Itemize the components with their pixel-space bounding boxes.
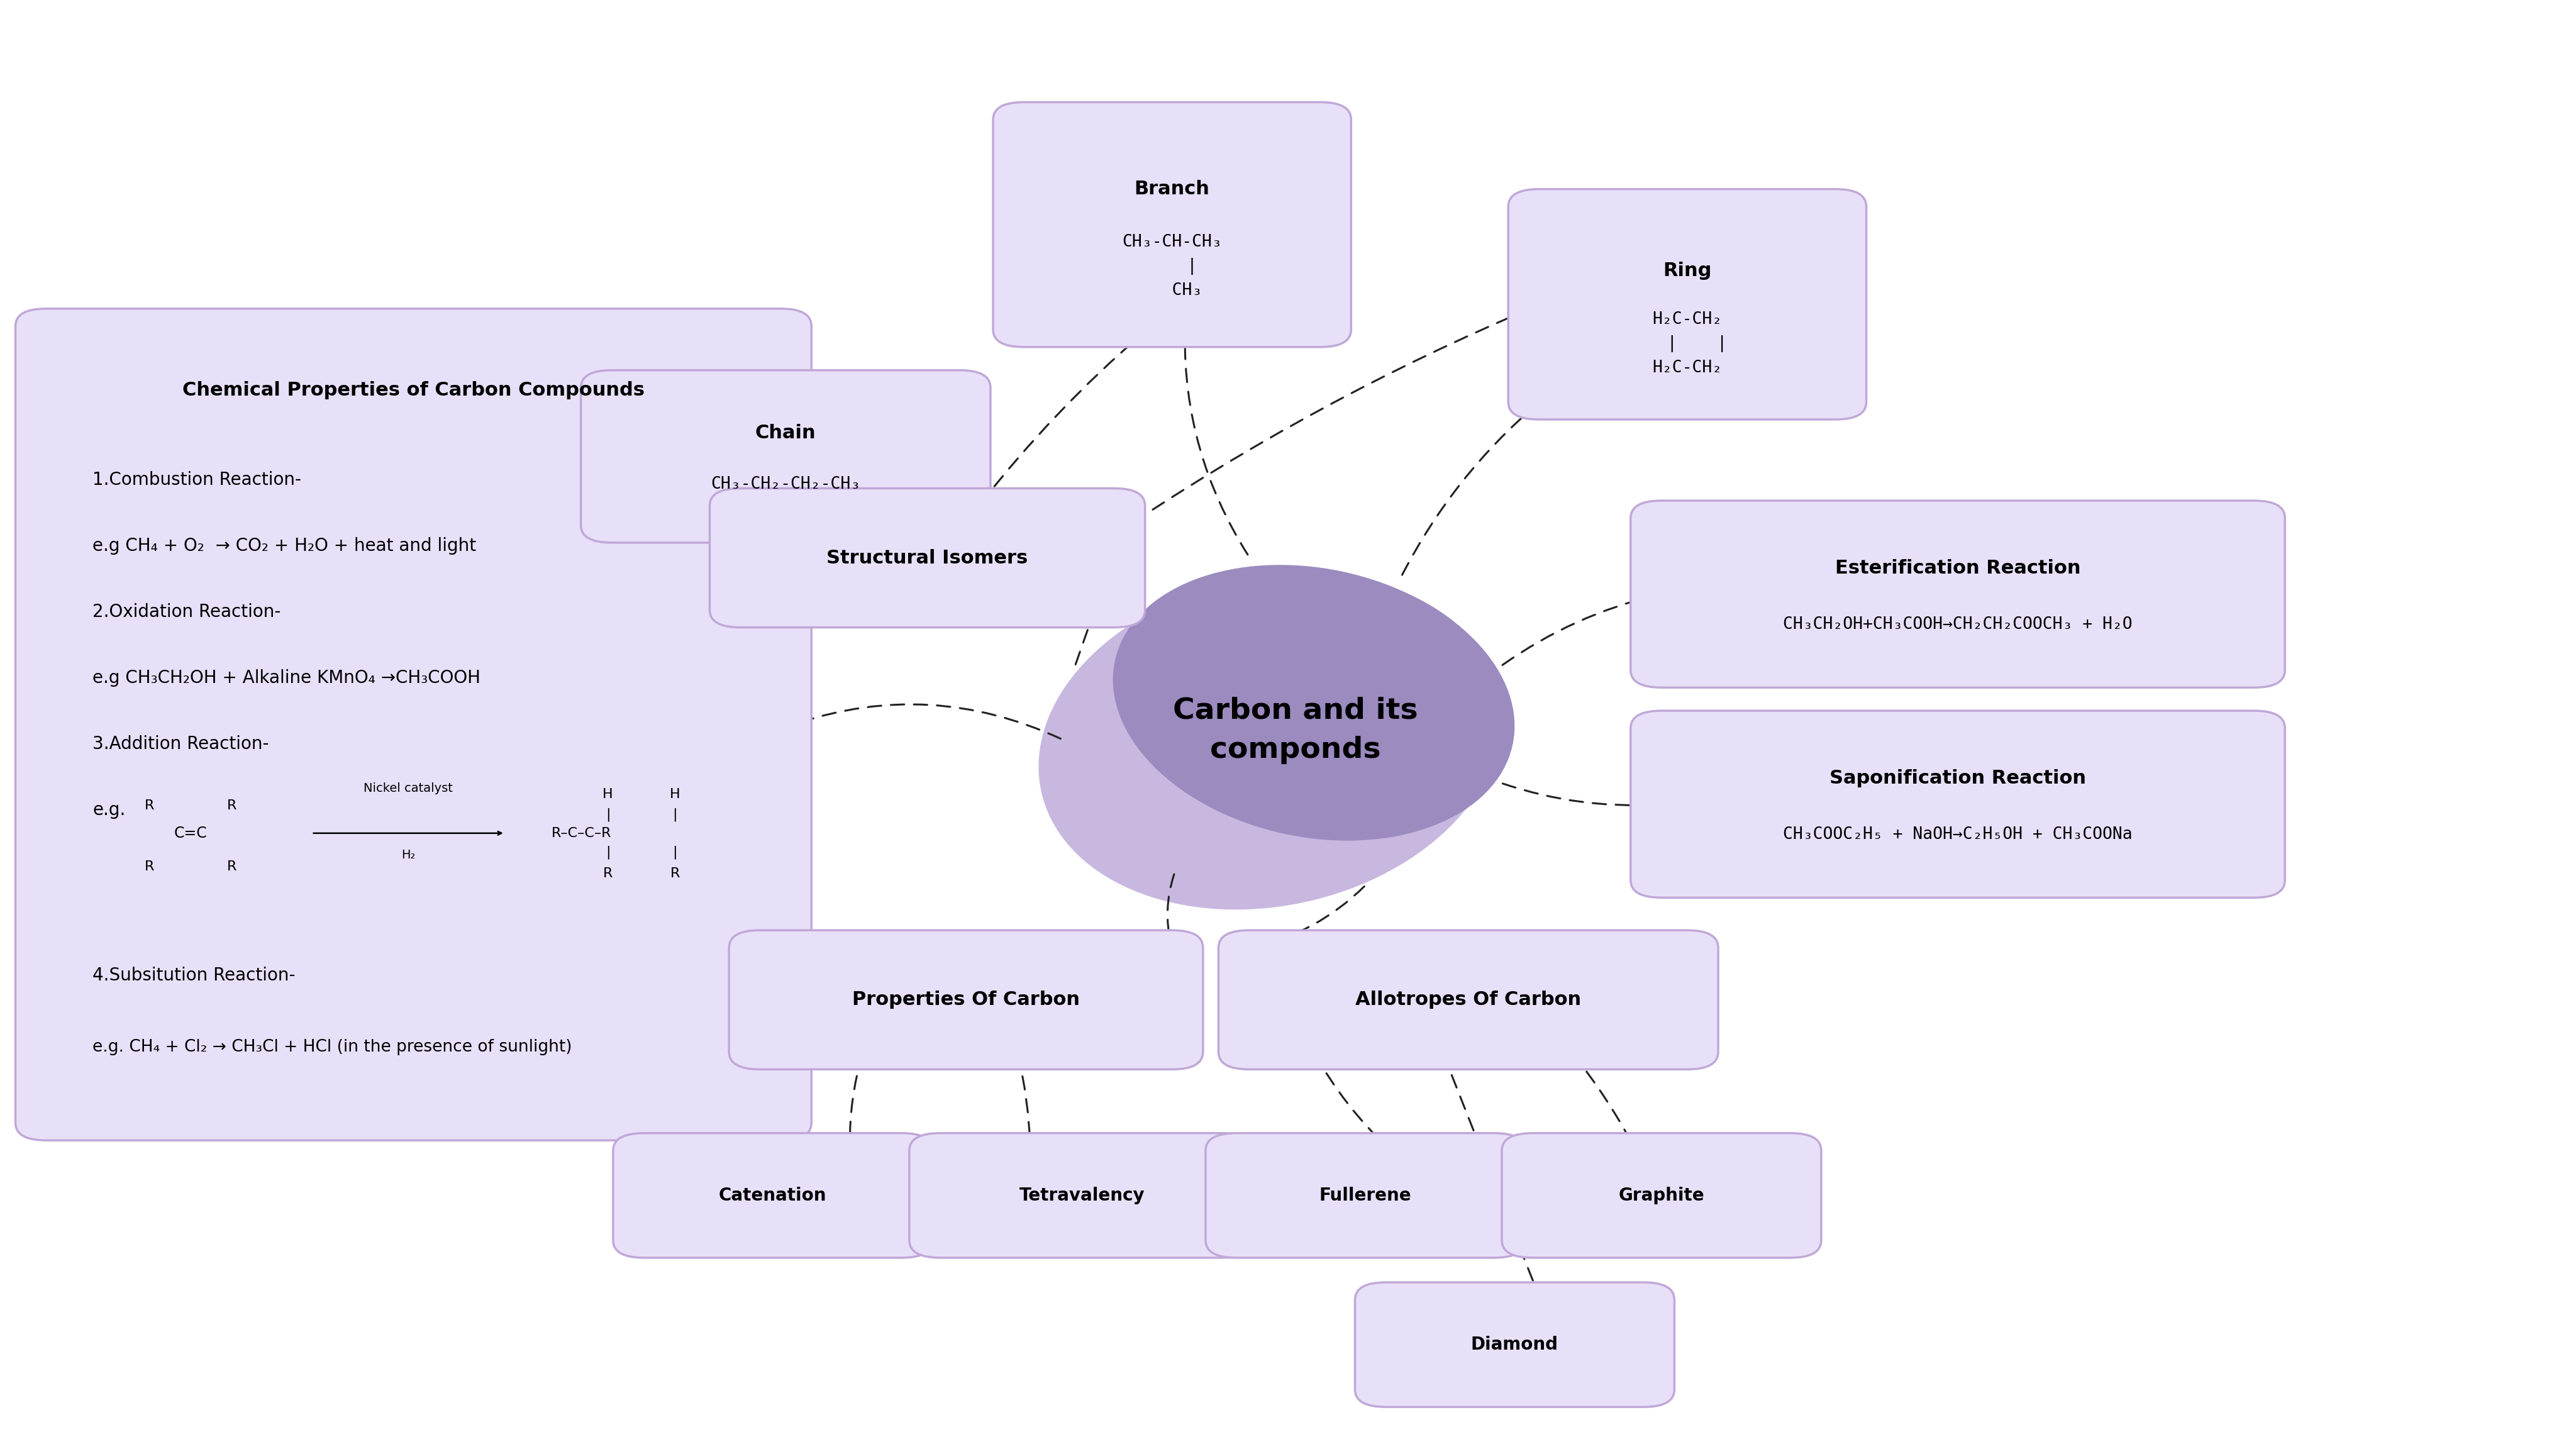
Text: R: R bbox=[670, 868, 680, 880]
Text: Chemical Properties of Carbon Compounds: Chemical Properties of Carbon Compounds bbox=[183, 381, 644, 400]
Text: Graphite: Graphite bbox=[1618, 1187, 1705, 1204]
Text: 3.Addition Reaction-: 3.Addition Reaction- bbox=[93, 735, 268, 753]
Text: R: R bbox=[144, 800, 155, 811]
Text: C=C: C=C bbox=[175, 826, 206, 840]
Text: Properties Of Carbon: Properties Of Carbon bbox=[853, 991, 1079, 1009]
FancyBboxPatch shape bbox=[1631, 710, 2285, 897]
Text: Ring: Ring bbox=[1664, 262, 1710, 280]
FancyBboxPatch shape bbox=[1502, 1133, 1821, 1258]
FancyBboxPatch shape bbox=[1206, 1133, 1525, 1258]
Text: R: R bbox=[603, 868, 613, 880]
Text: CH₃-CH₂-CH₂-CH₃: CH₃-CH₂-CH₂-CH₃ bbox=[711, 475, 860, 493]
Text: Fullerene: Fullerene bbox=[1319, 1187, 1412, 1204]
Text: H: H bbox=[603, 788, 613, 800]
Text: Diamond: Diamond bbox=[1471, 1336, 1558, 1353]
Text: Branch: Branch bbox=[1133, 180, 1211, 199]
Text: Nickel catalyst: Nickel catalyst bbox=[363, 782, 453, 794]
Text: e.g. CH₄ + Cl₂ → CH₃Cl + HCl (in the presence of sunlight): e.g. CH₄ + Cl₂ → CH₃Cl + HCl (in the pre… bbox=[93, 1039, 572, 1055]
Text: CH₃CH₂OH+CH₃COOH→CH₂CH₂COOCH₃ + H₂O: CH₃CH₂OH+CH₃COOH→CH₂CH₂COOCH₃ + H₂O bbox=[1783, 616, 2133, 633]
Text: e.g CH₄ + O₂  → CO₂ + H₂O + heat and light: e.g CH₄ + O₂ → CO₂ + H₂O + heat and ligh… bbox=[93, 538, 477, 555]
Text: 4.Subsitution Reaction-: 4.Subsitution Reaction- bbox=[93, 966, 296, 984]
FancyBboxPatch shape bbox=[994, 101, 1350, 348]
Text: R: R bbox=[227, 861, 237, 872]
Text: Structural Isomers: Structural Isomers bbox=[827, 549, 1028, 567]
FancyBboxPatch shape bbox=[1355, 1282, 1674, 1407]
Text: R: R bbox=[227, 800, 237, 811]
Text: H: H bbox=[670, 788, 680, 800]
Text: H₂: H₂ bbox=[402, 849, 415, 861]
Text: Allotropes Of Carbon: Allotropes Of Carbon bbox=[1355, 991, 1582, 1009]
FancyBboxPatch shape bbox=[15, 309, 811, 1140]
Text: R: R bbox=[144, 861, 155, 872]
Text: H₂C-CH₂
  |    |
H₂C-CH₂: H₂C-CH₂ | | H₂C-CH₂ bbox=[1646, 312, 1728, 375]
Ellipse shape bbox=[1038, 574, 1502, 910]
FancyBboxPatch shape bbox=[708, 488, 1144, 627]
Text: |: | bbox=[672, 807, 677, 822]
Text: Carbon and its
componds: Carbon and its componds bbox=[1172, 697, 1419, 764]
Text: |: | bbox=[672, 845, 677, 859]
Text: 1.Combustion Reaction-: 1.Combustion Reaction- bbox=[93, 471, 301, 488]
Text: Tetravalency: Tetravalency bbox=[1020, 1187, 1144, 1204]
Text: CH₃COOC₂H₅ + NaOH→C₂H₅OH + CH₃COONa: CH₃COOC₂H₅ + NaOH→C₂H₅OH + CH₃COONa bbox=[1783, 826, 2133, 843]
Text: Esterification Reaction: Esterification Reaction bbox=[1834, 559, 2081, 577]
Text: R–C–C–R: R–C–C–R bbox=[551, 827, 611, 839]
Text: e.g CH₃CH₂OH + Alkaline KMnO₄ →CH₃COOH: e.g CH₃CH₂OH + Alkaline KMnO₄ →CH₃COOH bbox=[93, 669, 482, 687]
FancyBboxPatch shape bbox=[1510, 188, 1865, 420]
FancyBboxPatch shape bbox=[580, 369, 989, 543]
FancyBboxPatch shape bbox=[1218, 930, 1718, 1069]
Text: Saponification Reaction: Saponification Reaction bbox=[1829, 769, 2087, 787]
Text: |: | bbox=[605, 845, 611, 859]
Text: 2.Oxidation Reaction-: 2.Oxidation Reaction- bbox=[93, 603, 281, 620]
FancyBboxPatch shape bbox=[909, 1133, 1255, 1258]
Text: Chain: Chain bbox=[755, 425, 817, 442]
Text: |: | bbox=[605, 807, 611, 822]
Text: CH₃-CH-CH₃
    |
   CH₃: CH₃-CH-CH₃ | CH₃ bbox=[1123, 235, 1221, 298]
FancyBboxPatch shape bbox=[613, 1133, 933, 1258]
FancyBboxPatch shape bbox=[729, 930, 1203, 1069]
FancyBboxPatch shape bbox=[1631, 501, 2285, 688]
Text: Catenation: Catenation bbox=[719, 1187, 827, 1204]
Ellipse shape bbox=[1113, 565, 1515, 840]
Text: e.g.: e.g. bbox=[93, 801, 126, 819]
